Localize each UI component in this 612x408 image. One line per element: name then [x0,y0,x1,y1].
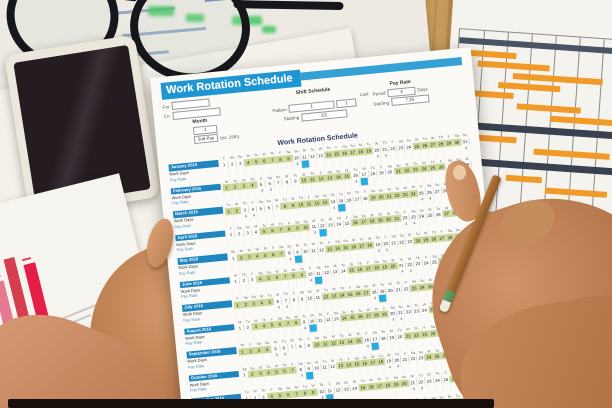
pay-marker [337,203,346,212]
gantt-bar [549,115,612,127]
second-pay-field: 2nd Pay [193,133,219,145]
month-label-column: September 2016 Work Days Pay Rate [186,344,240,369]
form-right-column: Pay Rate Period 4 Days Starting 7.25 [371,74,467,127]
last-field: 1 [336,98,357,109]
period-unit-label: Days [417,86,428,93]
pattern-label: Pattern [272,106,288,113]
month-field: 1 [192,124,218,135]
pay-marker [378,293,387,302]
month-label-column: July 2016 Work Days Pay Rate [181,297,236,322]
co-label: Co. [163,113,171,119]
month-label-column: October 2016 Work Days Pay Rate [188,367,242,393]
for-label: For [162,103,170,110]
pay-marker [360,177,369,186]
last-label: Last [359,90,369,97]
gantt-bar [544,187,608,198]
pay-marker [305,371,314,380]
pay-starting-label: Starting [373,99,390,107]
glass-reflection [148,6,174,16]
month-label-column: February 2016 Work Days Pay Rate [170,180,224,205]
eyeglasses-temple-arm [233,0,344,11]
glass-reflection [262,26,276,33]
pay-marker [318,228,327,237]
pay-marker [308,324,317,332]
chart-bar-label [0,274,1,279]
gantt-bar [498,81,561,93]
month-label-column: April 2016 Work Days Pay Rate [175,227,229,252]
month-label-column: August 2016 Work Days Pay Rate [184,320,238,346]
shift-starting-label: Starting [283,114,300,122]
gantt-bar [474,134,517,144]
glass-reflection [232,16,262,25]
chart-bar-label [21,257,32,262]
right-thumb-nail [453,165,466,180]
gantt-bar [477,60,550,72]
table-edge-shadow [8,399,494,408]
second-pay-hint: (ex: 15th) [219,133,240,141]
form-middle-column: Shift Schedule Last Pattern 1 1 Starting… [254,83,376,138]
sub-cell: 4 [464,144,468,150]
gantt-bar [505,174,542,184]
month-label: Month [192,117,208,126]
period-label: Period [372,90,386,97]
shift-schedule-label: Shift Schedule [295,86,331,97]
month-label-column: March 2016 Work Days Pay Rate [172,203,227,229]
pay-marker [371,341,380,350]
glass-reflection [186,14,204,22]
gantt-gridline [519,34,533,214]
pay-marker [294,254,302,263]
month-label-column: June 2016 Work Days Pay Rate [179,274,233,299]
pay-starting-field: 7.25 [390,94,430,107]
form-left-column: For Co. Month 1 2nd Pay (ex: 15th) [162,94,258,147]
month-label-column: January 2016 Work Days Pay Rate [168,157,222,182]
pay-marker [315,276,323,285]
month-label-column: May 2016 Work Days Pay Rate [177,250,231,276]
pay-marker [301,159,309,168]
